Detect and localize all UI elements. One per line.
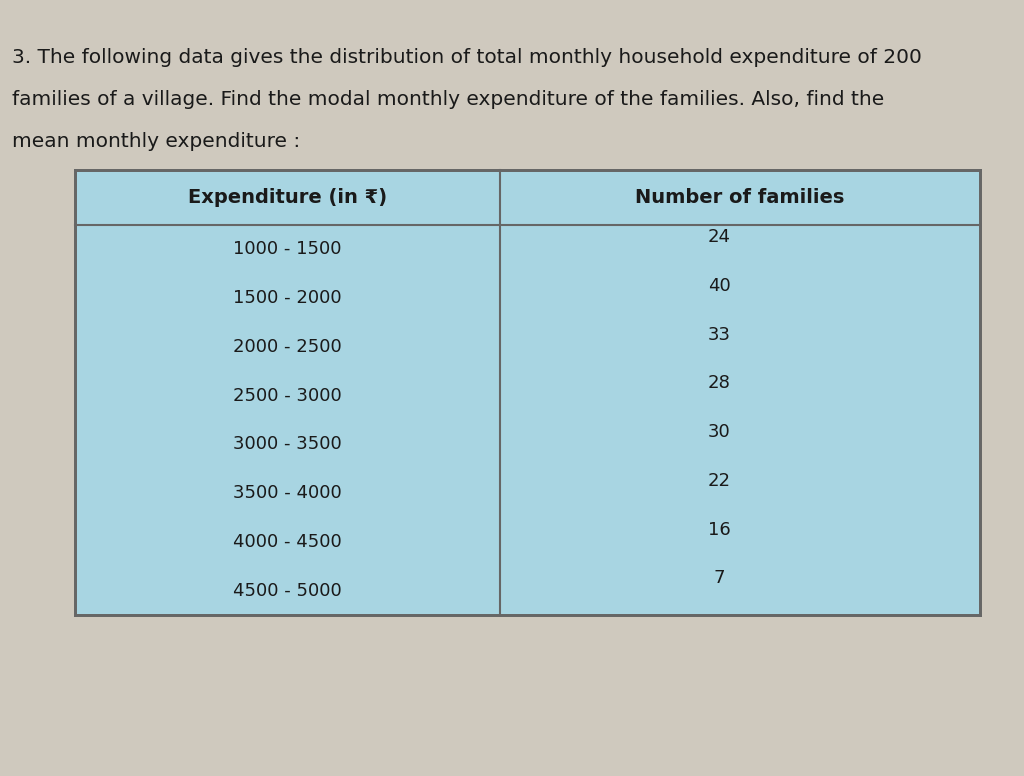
- Text: 1500 - 2000: 1500 - 2000: [233, 289, 342, 307]
- Text: 7: 7: [714, 570, 725, 587]
- Text: 28: 28: [708, 375, 731, 393]
- Text: 24: 24: [708, 228, 731, 246]
- Text: 4500 - 5000: 4500 - 5000: [233, 582, 342, 600]
- Text: 40: 40: [709, 277, 731, 295]
- Text: 2000 - 2500: 2000 - 2500: [233, 338, 342, 356]
- Text: 3. The following data gives the distribution of total monthly household expendit: 3. The following data gives the distribu…: [12, 48, 922, 67]
- Text: 4000 - 4500: 4000 - 4500: [233, 533, 342, 551]
- Text: 22: 22: [708, 472, 731, 490]
- Text: 3000 - 3500: 3000 - 3500: [233, 435, 342, 453]
- Text: mean monthly expenditure :: mean monthly expenditure :: [12, 132, 300, 151]
- Text: 3500 - 4000: 3500 - 4000: [233, 484, 342, 502]
- Text: Number of families: Number of families: [635, 188, 845, 207]
- Text: Expenditure (in ₹): Expenditure (in ₹): [188, 188, 387, 207]
- Text: families of a village. Find the modal monthly expenditure of the families. Also,: families of a village. Find the modal mo…: [12, 90, 885, 109]
- Text: 16: 16: [709, 521, 731, 539]
- Text: 2500 - 3000: 2500 - 3000: [233, 386, 342, 404]
- Text: 33: 33: [708, 326, 731, 344]
- Text: 1000 - 1500: 1000 - 1500: [233, 241, 342, 258]
- Text: 30: 30: [709, 423, 731, 442]
